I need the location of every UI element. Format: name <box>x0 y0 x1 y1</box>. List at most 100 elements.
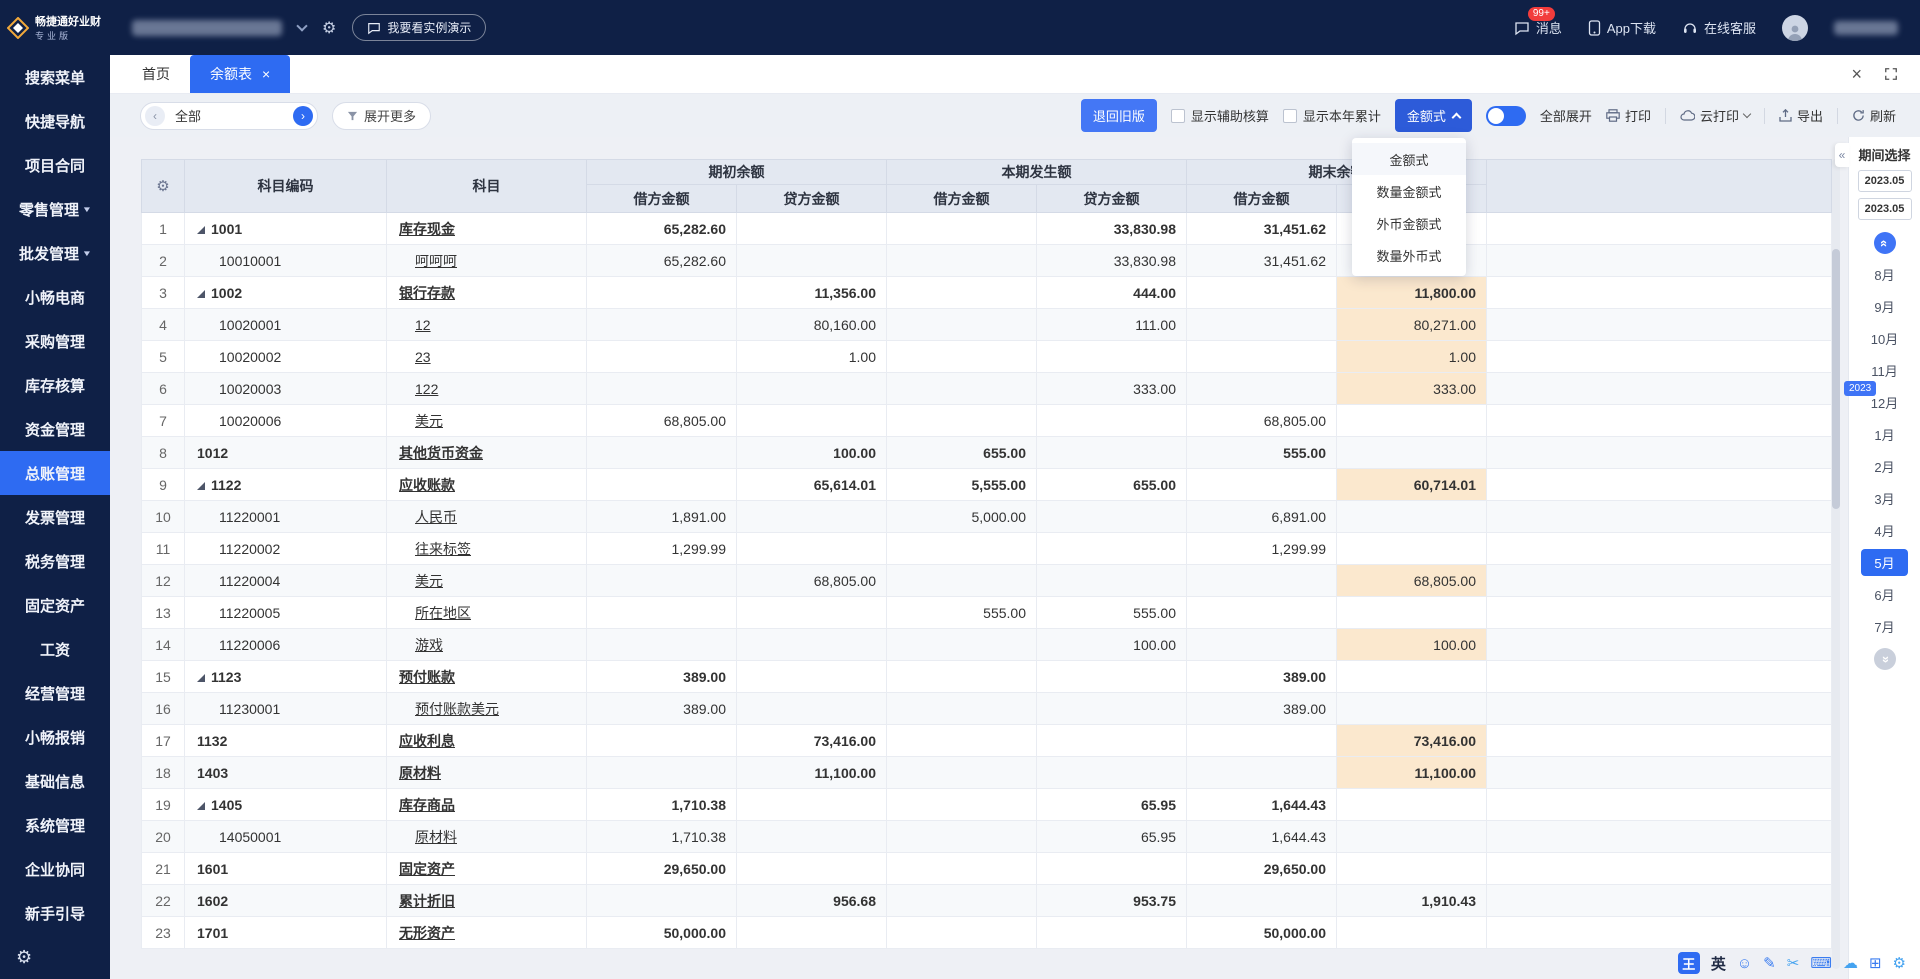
show-aux-checkbox[interactable] <box>1170 108 1185 123</box>
account-link[interactable]: 原材料 <box>399 764 441 781</box>
expand-triangle-icon[interactable] <box>197 481 205 490</box>
account-link[interactable]: 12 <box>415 316 431 333</box>
month-item[interactable]: 1月 <box>1849 418 1920 450</box>
handwriting-pen-icon[interactable]: ✎ <box>1763 954 1776 972</box>
sidebar-item[interactable]: 库存核算 <box>0 363 110 407</box>
sidebar-item[interactable]: 新手引导 <box>0 891 110 935</box>
month-item[interactable]: 8月 <box>1849 258 1920 290</box>
dropdown-item[interactable]: 金额式 <box>1352 143 1466 175</box>
account-filter-select[interactable]: ‹ 全部 › <box>140 101 318 130</box>
sidebar-item[interactable]: 小畅报销 <box>0 715 110 759</box>
col-header-account[interactable]: 科目 <box>386 159 587 213</box>
account-link[interactable]: 所在地区 <box>415 604 471 621</box>
account-link[interactable]: 应收账款 <box>399 476 455 493</box>
company-name-redacted[interactable] <box>132 19 282 36</box>
sidebar-item[interactable]: 工资 <box>0 627 110 671</box>
expand-triangle-icon[interactable] <box>197 289 205 298</box>
month-item[interactable]: 6月 <box>1849 578 1920 610</box>
sidebar-item[interactable]: 固定资产 <box>0 583 110 627</box>
tab-close-icon[interactable]: × <box>262 66 271 82</box>
show-aux-checkbox-group[interactable]: 显示辅助核算 <box>1170 106 1269 125</box>
print-button[interactable]: 打印 <box>1606 106 1651 125</box>
sidebar-item[interactable]: 采购管理 <box>0 319 110 363</box>
sidebar-item[interactable]: 发票管理 <box>0 495 110 539</box>
sidebar-item[interactable]: 企业协同 <box>0 847 110 891</box>
account-link[interactable]: 无形资产 <box>399 924 455 941</box>
sidebar-item[interactable]: 快捷导航 <box>0 99 110 143</box>
fullscreen-icon[interactable] <box>1884 67 1898 81</box>
col-header-current-credit[interactable]: 贷方金额 <box>1036 184 1187 213</box>
keyboard-icon[interactable]: ⌨ <box>1810 954 1832 972</box>
sidebar-item[interactable]: 搜索菜单 <box>0 55 110 99</box>
sidebar-item[interactable]: 系统管理 <box>0 803 110 847</box>
expand-triangle-icon[interactable] <box>197 225 205 234</box>
expand-triangle-icon[interactable] <box>197 801 205 810</box>
scissors-icon[interactable]: ✂ <box>1786 954 1800 972</box>
period-start-box[interactable]: 2023.05 <box>1857 170 1912 192</box>
back-to-old-button[interactable]: 退回旧版 <box>1080 99 1157 132</box>
refresh-button[interactable]: 刷新 <box>1852 106 1896 125</box>
period-end-box[interactable]: 2023.05 <box>1857 198 1912 220</box>
messages-button[interactable]: 99+ 消息 <box>1514 7 1562 37</box>
tab-home[interactable]: 首页 <box>122 55 190 93</box>
export-button[interactable]: 导出 <box>1779 106 1823 125</box>
col-header-opening-debit[interactable]: 借方金额 <box>586 184 737 213</box>
vertical-scrollbar[interactable] <box>1832 159 1840 969</box>
account-link[interactable]: 23 <box>415 348 431 365</box>
online-service-button[interactable]: 在线客服 <box>1682 18 1756 37</box>
sidebar-item[interactable]: 批发管理 ▼ <box>0 231 110 275</box>
sidebar-item[interactable]: 项目合同 <box>0 143 110 187</box>
account-link[interactable]: 人民币 <box>415 508 457 525</box>
ime-lang-primary-icon[interactable]: 王 <box>1677 952 1700 974</box>
column-settings-gear-icon[interactable]: ⚙ <box>156 178 170 195</box>
account-link[interactable]: 美元 <box>415 572 443 589</box>
grid-icon[interactable]: ⊞ <box>1868 954 1882 972</box>
ime-lang-secondary-icon[interactable]: 英 <box>1710 955 1726 973</box>
month-item[interactable]: 9月 <box>1849 290 1920 322</box>
col-header-opening-credit[interactable]: 贷方金额 <box>736 184 887 213</box>
account-link[interactable]: 呵呵呵 <box>415 252 457 269</box>
sidebar-item[interactable]: 经营管理 <box>0 671 110 715</box>
next-arrow-icon[interactable]: › <box>293 105 313 126</box>
account-link[interactable]: 预付账款 <box>399 668 455 685</box>
account-link[interactable]: 原材料 <box>415 828 457 845</box>
settings-gear-icon[interactable]: ⚙ <box>16 946 33 967</box>
month-item[interactable]: 5月 <box>1849 546 1920 578</box>
col-header-code[interactable]: 科目编码 <box>184 159 387 213</box>
expand-all-toggle[interactable] <box>1485 105 1526 126</box>
close-icon[interactable]: × <box>1851 64 1862 84</box>
dropdown-item[interactable]: 数量金额式 <box>1376 184 1442 200</box>
account-link[interactable]: 美元 <box>415 412 443 429</box>
amount-style-button[interactable]: 金额式 <box>1394 99 1472 132</box>
sidebar-item[interactable]: 零售管理 ▼ <box>0 187 110 231</box>
sidebar-item[interactable]: 税务管理 <box>0 539 110 583</box>
gear-icon[interactable]: ⚙ <box>322 19 337 37</box>
col-header-current-debit[interactable]: 借方金额 <box>886 184 1037 213</box>
show-ytd-checkbox-group[interactable]: 显示本年累计 <box>1282 106 1381 125</box>
demo-button[interactable]: 我要看实例演示 <box>352 14 487 41</box>
collapse-panel-icon[interactable]: « <box>1835 143 1849 167</box>
month-item[interactable]: 10月 <box>1849 322 1920 354</box>
account-link[interactable]: 游戏 <box>415 636 443 653</box>
account-link[interactable]: 库存商品 <box>399 796 455 813</box>
gear-icon[interactable]: ⚙ <box>1892 954 1906 972</box>
sidebar-item[interactable]: 小畅电商 <box>0 275 110 319</box>
avatar[interactable] <box>1782 14 1808 41</box>
col-header-closing-debit[interactable]: 借方金额 <box>1186 184 1337 213</box>
account-link[interactable]: 往来标签 <box>415 540 471 557</box>
month-item[interactable]: 7月 <box>1849 610 1920 642</box>
account-link[interactable]: 122 <box>415 380 439 397</box>
chevron-down-icon[interactable] <box>296 19 308 32</box>
app-download-button[interactable]: App下载 <box>1588 18 1656 37</box>
expand-more-button[interactable]: 展开更多 <box>332 101 432 130</box>
dropdown-item[interactable]: 外币金额式 <box>1376 216 1442 232</box>
sidebar-item[interactable]: 资金管理 <box>0 407 110 451</box>
prev-arrow-icon[interactable]: ‹ <box>145 105 165 126</box>
dropdown-item[interactable]: 数量外币式 <box>1376 248 1442 264</box>
cloud-print-button[interactable]: 云打印 <box>1680 106 1752 125</box>
scroll-months-down-button[interactable]: « <box>1873 648 1896 670</box>
sidebar-item[interactable]: 基础信息 <box>0 759 110 803</box>
cloud-icon[interactable]: ☁ <box>1842 954 1858 972</box>
account-link[interactable]: 固定资产 <box>399 860 455 877</box>
account-link[interactable]: 银行存款 <box>399 284 455 301</box>
